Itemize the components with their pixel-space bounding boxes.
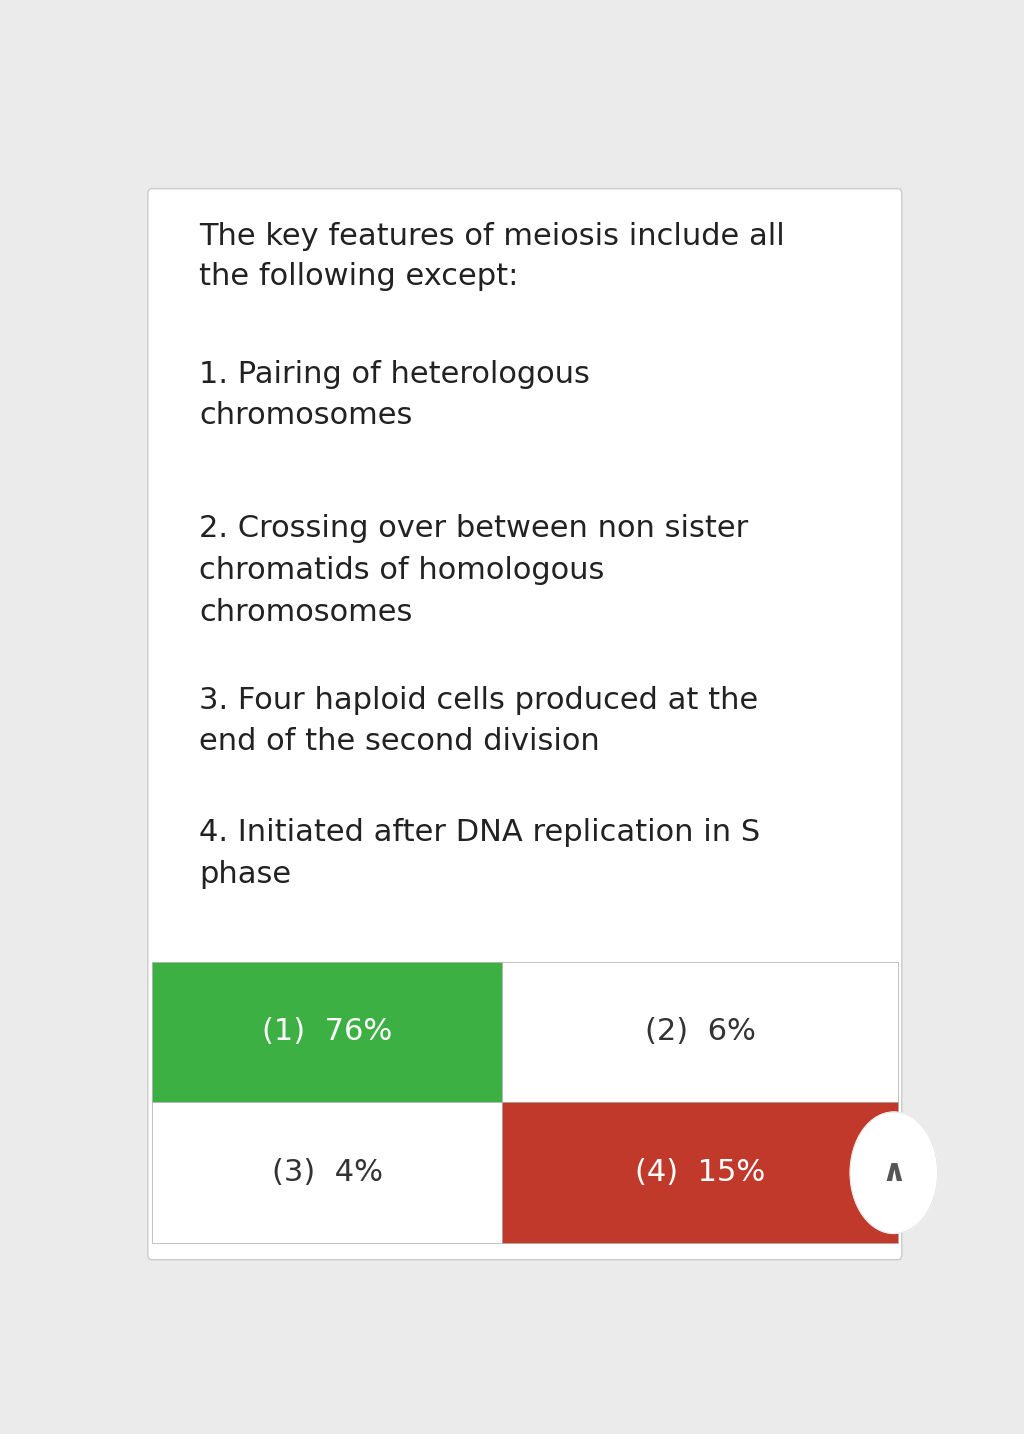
Text: 4. Initiated after DNA replication in S
phase: 4. Initiated after DNA replication in S … [200, 817, 761, 889]
Bar [152, 962, 503, 1103]
Text: (4)  15%: (4) 15% [635, 1159, 765, 1187]
Text: ∧: ∧ [882, 1159, 906, 1187]
Text: The key features of meiosis include all
the following except:: The key features of meiosis include all … [200, 222, 785, 291]
Bar [503, 1103, 898, 1243]
Text: (3)  4%: (3) 4% [271, 1159, 383, 1187]
Text: (1)  76%: (1) 76% [262, 1018, 392, 1047]
Circle shape [850, 1111, 938, 1233]
Text: (2)  6%: (2) 6% [645, 1018, 756, 1047]
Text: 2. Crossing over between non sister
chromatids of homologous
chromosomes: 2. Crossing over between non sister chro… [200, 515, 749, 627]
Text: 3. Four haploid cells produced at the
end of the second division: 3. Four haploid cells produced at the en… [200, 685, 759, 756]
Bar [503, 962, 898, 1103]
Text: 1. Pairing of heterologous
chromosomes: 1. Pairing of heterologous chromosomes [200, 360, 590, 430]
FancyBboxPatch shape [147, 189, 902, 1259]
Bar [152, 1103, 503, 1243]
